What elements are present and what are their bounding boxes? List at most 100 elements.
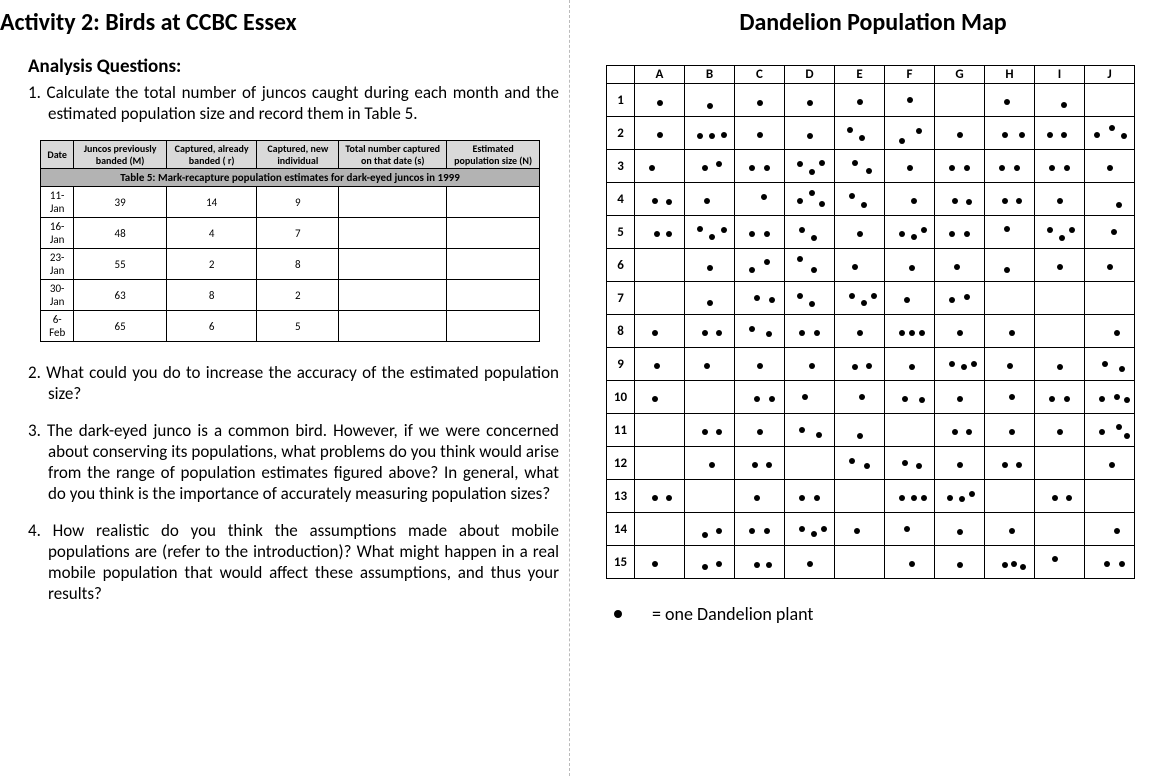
dandelion-dot-icon [1057, 198, 1063, 204]
grid-cell [685, 282, 735, 315]
grid-row-header: 10 [607, 381, 635, 414]
dandelion-dot-icon [764, 165, 770, 171]
grid-cell [835, 282, 885, 315]
dandelion-dot-icon [899, 138, 905, 144]
dandelion-dot-icon [704, 363, 710, 369]
grid-col-header: A [635, 66, 685, 84]
dandelion-dot-icon [754, 396, 760, 402]
dandelion-dot-icon [652, 396, 658, 402]
grid-cell [985, 381, 1035, 414]
dandelion-dot-icon [847, 127, 853, 133]
dandelion-dot-icon [902, 460, 908, 466]
grid-cell [1035, 117, 1085, 150]
grid-cell [635, 447, 685, 480]
dandelion-dot-icon [702, 429, 708, 435]
dandelion-dot-icon [969, 491, 975, 497]
grid-cell [885, 216, 935, 249]
grid-cell [935, 150, 985, 183]
grid-row-header: 8 [607, 315, 635, 348]
dandelion-dot-icon [1114, 330, 1120, 336]
dandelion-dot-icon [1111, 229, 1117, 235]
dandelion-dot-icon [899, 495, 905, 501]
grid-cell [635, 381, 685, 414]
grid-cell [835, 414, 885, 447]
dandelion-dot-icon [1119, 561, 1125, 567]
table-row: 30-Jan6382 [41, 280, 540, 311]
dandelion-dot-icon [921, 495, 927, 501]
dandelion-dot-icon [1009, 528, 1015, 534]
grid-cell [885, 84, 935, 117]
dandelion-dot-icon [859, 394, 865, 400]
dandelion-dot-icon [666, 495, 672, 501]
dandelion-dot-icon [1011, 561, 1017, 567]
table-cell: 6 [166, 311, 257, 342]
grid-cell [1035, 381, 1085, 414]
dandelion-dot-icon [799, 227, 805, 233]
grid-cell [885, 117, 935, 150]
dandelion-dot-icon [1121, 133, 1127, 139]
grid-cell [685, 480, 735, 513]
dandelion-dot-icon [1052, 556, 1058, 562]
grid-cell [935, 348, 985, 381]
grid-cell [785, 183, 835, 216]
table-cell: 30-Jan [41, 280, 74, 311]
dandelion-dot-icon [1057, 364, 1063, 370]
dandelion-dot-icon [1047, 227, 1053, 233]
dandelion-dot-icon [654, 363, 660, 369]
grid-cell [685, 513, 735, 546]
dandelion-dot-icon [1057, 429, 1063, 435]
dandelion-dot-icon [866, 168, 872, 174]
dandelion-dot-icon [809, 363, 815, 369]
table5-header-row: DateJuncos previously banded (M)Captured… [41, 141, 540, 169]
dandelion-dot-icon [764, 528, 770, 534]
grid-cell [935, 249, 985, 282]
grid-col-header: F [885, 66, 935, 84]
dandelion-dot-icon [654, 231, 660, 237]
table-row: 16-Jan4847 [41, 218, 540, 249]
grid-cell [1085, 513, 1135, 546]
dandelion-dot-icon [1064, 396, 1070, 402]
grid-cell [635, 414, 685, 447]
grid-cell [835, 447, 885, 480]
dandelion-dot-icon [1049, 396, 1055, 402]
table-cell [447, 311, 540, 342]
grid-cell [685, 315, 735, 348]
dandelion-dot-icon [749, 267, 755, 273]
grid-cell [685, 150, 735, 183]
dandelion-dot-icon [1016, 198, 1022, 204]
dandelion-dot-icon [799, 526, 805, 532]
grid-cell [935, 315, 985, 348]
dandelion-dot-icon [1002, 132, 1008, 138]
dandelion-dot-icon [1004, 267, 1010, 273]
dandelion-dot-icon [849, 193, 855, 199]
table5-header-cell: Juncos previously banded (M) [74, 141, 167, 169]
dandelion-dot-icon [1002, 198, 1008, 204]
grid-cell [935, 282, 985, 315]
grid-col-header: D [785, 66, 835, 84]
grid-cell [835, 84, 885, 117]
grid-cell [635, 150, 685, 183]
grid-row-header: 3 [607, 150, 635, 183]
dandelion-dot-icon [819, 201, 825, 207]
dandelion-dot-icon [704, 198, 710, 204]
dandelion-dot-icon [807, 561, 813, 567]
dandelion-dot-icon [821, 526, 827, 532]
grid-cell [1085, 546, 1135, 579]
table-cell: 5 [257, 311, 339, 342]
grid-cell [1035, 546, 1085, 579]
question-2: 2. What could you do to increase the acc… [28, 362, 559, 404]
dandelion-dot-icon [911, 495, 917, 501]
grid-cell [835, 183, 885, 216]
dandelion-dot-icon [957, 330, 963, 336]
table5-header-cell: Total number captured on that date (s) [339, 141, 447, 169]
dandelion-dot-icon [857, 330, 863, 336]
table-cell: 63 [74, 280, 167, 311]
grid-cell [835, 381, 885, 414]
grid-cell [1035, 183, 1085, 216]
grid-cell [1085, 183, 1135, 216]
grid-cell [1085, 348, 1135, 381]
grid-cell [635, 348, 685, 381]
grid-cell [735, 282, 785, 315]
dandelion-dot-icon [764, 231, 770, 237]
dandelion-dot-icon [999, 165, 1005, 171]
